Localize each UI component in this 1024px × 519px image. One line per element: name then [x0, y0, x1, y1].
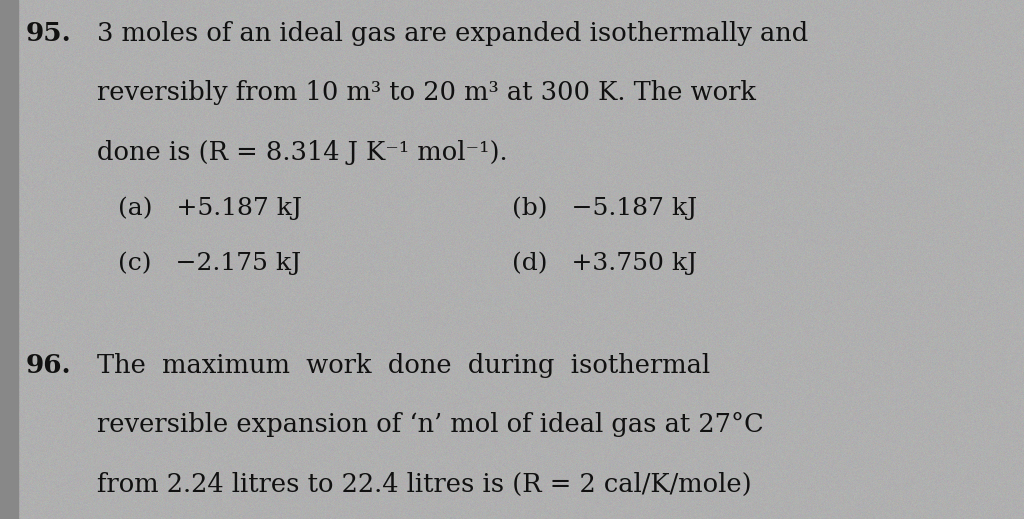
Text: 96.: 96. [26, 352, 72, 377]
Text: (c)   −2.175 kJ: (c) −2.175 kJ [118, 251, 301, 275]
Text: 95.: 95. [26, 21, 72, 46]
Text: reversibly from 10 m³ to 20 m³ at 300 K. The work: reversibly from 10 m³ to 20 m³ at 300 K.… [97, 80, 757, 105]
Text: done is (R = 8.314 J K⁻¹ mol⁻¹).: done is (R = 8.314 J K⁻¹ mol⁻¹). [97, 140, 508, 165]
Bar [0, 0, 18, 519]
Text: The  maximum  work  done  during  isothermal: The maximum work done during isothermal [97, 352, 711, 377]
Text: from 2.24 litres to 22.4 litres is (R = 2 cal/K/mole): from 2.24 litres to 22.4 litres is (R = … [97, 472, 752, 497]
Text: (b)   −5.187 kJ: (b) −5.187 kJ [512, 197, 697, 221]
Text: (a)   +5.187 kJ: (a) +5.187 kJ [118, 197, 302, 221]
Text: reversible expansion of ‘n’ mol of ideal gas at 27°C: reversible expansion of ‘n’ mol of ideal… [97, 412, 764, 437]
Text: 3 moles of an ideal gas are expanded isothermally and: 3 moles of an ideal gas are expanded iso… [97, 21, 809, 46]
Text: (d)   +3.750 kJ: (d) +3.750 kJ [512, 251, 697, 275]
